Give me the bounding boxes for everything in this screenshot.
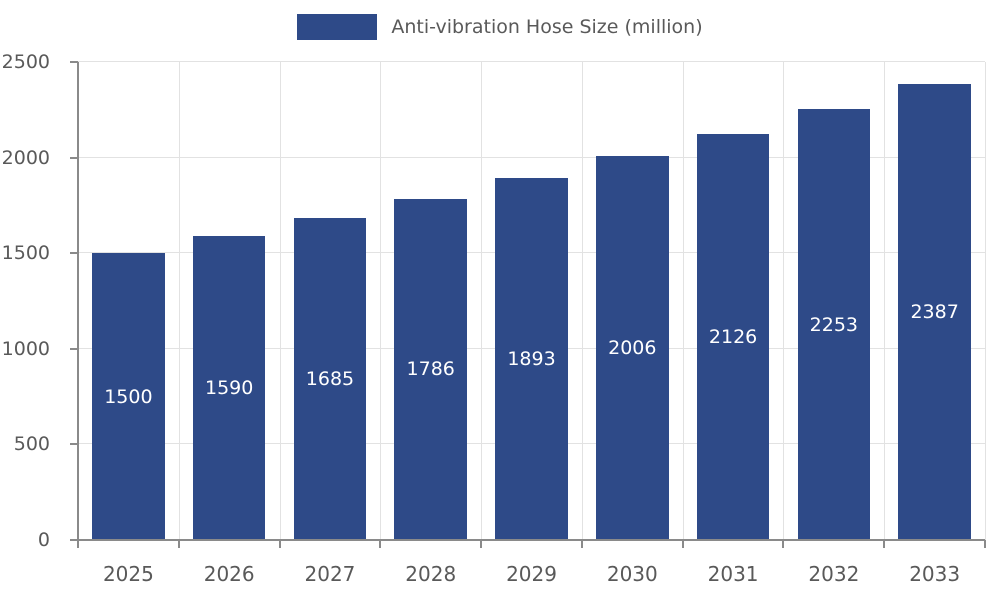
bar-value-label: 1893 [507,348,556,371]
bar: 2387 [898,83,971,540]
bar: 1685 [293,217,367,540]
x-tick-mark [177,540,180,548]
bar: 2253 [797,109,871,540]
h-gridline [78,61,985,62]
y-tick-mark [70,347,78,350]
y-tick-mark [70,443,78,446]
bar-group: 1786 [380,62,481,540]
x-tick-mark [984,540,986,548]
x-axis-labels: 2025 2026 2027 2028 2029 2030 2031 2032 2033 [78,552,985,586]
x-tick-mark [681,540,684,548]
x-axis-line [77,539,985,541]
y-tick-mark [70,252,78,255]
y-tick-label: 500 [13,433,50,456]
bar-group: 2126 [683,62,784,540]
x-tick-mark [77,540,79,548]
bar-group: 1500 [78,62,179,540]
bar-group: 2253 [783,62,884,540]
x-tick-label: 2032 [808,562,860,586]
bar-group: 1590 [179,62,280,540]
legend-swatch[interactable] [297,14,378,40]
bar-value-label: 2387 [910,300,959,323]
x-tick-label: 2031 [707,562,759,586]
bar-group: 2387 [884,62,985,540]
x-tick-mark [883,540,886,548]
bar-value-label: 2006 [608,337,657,360]
y-tick-label: 0 [37,529,50,551]
bars-container: 1500 1590 1685 1786 1893 2006 2126 2253 2387 [78,62,985,540]
x-tick-mark [580,540,583,548]
bar-group: 1685 [280,62,381,540]
bar: 1590 [192,236,266,540]
y-axis-labels: 0 500 1000 1500 2000 2500 [0,51,64,551]
bar-value-label: 1685 [305,367,355,390]
bar-value-label: 2253 [809,313,859,336]
y-tick-label: 1500 [1,242,50,265]
y-tick-label: 2000 [1,146,50,169]
y-tick-label: 2500 [1,51,50,73]
y-tick-mark [70,156,78,159]
y-axis-line [77,62,79,540]
bar-value-label: 1786 [406,358,455,381]
legend-label[interactable]: Anti-vibration Hose Size (million) [391,16,703,38]
bar-value-label: 2126 [708,325,758,348]
x-tick-label: 2033 [909,562,961,586]
y-tick-mark [70,539,78,541]
v-gridline [783,62,785,540]
v-gridline [581,62,583,540]
bar: 1500 [92,253,165,540]
v-gridline [884,62,886,540]
x-tick-label: 2027 [304,562,356,586]
legend: Anti-vibration Hose Size (million) [0,14,1000,40]
x-tick-label: 2030 [606,562,658,586]
v-gridline [481,62,483,540]
x-tick-mark [278,540,281,548]
x-tick-label: 2025 [102,562,154,586]
x-tick-label: 2026 [203,562,255,586]
bar: 2006 [596,156,669,540]
bar-group: 1893 [481,62,582,540]
bar-value-label: 1590 [204,377,254,399]
v-gridline [380,62,382,540]
x-tick-mark [782,540,785,548]
y-tick-label: 1000 [1,337,50,360]
x-tick-mark [379,540,382,548]
h-gridline [78,156,985,158]
y-tick-mark [70,61,78,63]
bar: 1893 [495,178,568,540]
x-tick-label: 2028 [405,562,457,586]
v-gridline [279,62,281,540]
x-tick-mark [480,540,483,548]
plot-area: 1500 1590 1685 1786 1893 2006 2126 2253 2387 [70,61,986,548]
bar-group: 2006 [582,62,683,540]
bar: 1786 [394,198,468,540]
x-tick-label: 2029 [506,562,557,586]
v-gridline [178,62,180,540]
v-gridline [682,62,684,540]
bar-value-label: 1500 [104,385,153,408]
v-gridline [985,62,986,540]
bar: 2126 [696,133,770,540]
